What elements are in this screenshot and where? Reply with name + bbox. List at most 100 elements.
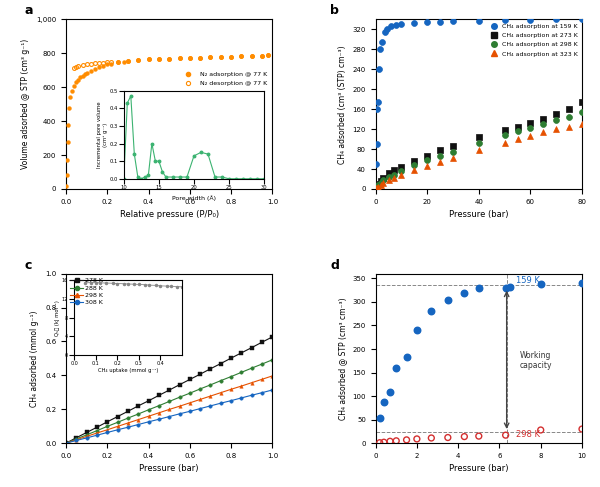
CH₄ adsorption at 298 K xyxy=(512,127,522,135)
CH₄ adsorption at 298 K xyxy=(565,113,574,121)
CH₄ adsorption at 298 K xyxy=(551,116,561,124)
308 K xyxy=(124,424,131,430)
CH₄ adsorption at 273 K xyxy=(512,123,522,131)
278 K xyxy=(186,376,193,382)
CH₄ adsorption at 298 K xyxy=(474,139,484,147)
CH₄ adsorption at 273 K xyxy=(384,169,394,177)
298 K xyxy=(145,413,152,419)
278 K xyxy=(259,339,266,345)
298 K xyxy=(134,417,142,423)
Point xyxy=(385,389,395,396)
CH₄ adsorption at 323 K xyxy=(373,184,382,192)
CH₄ adsorption at 159 K xyxy=(397,20,406,28)
Point xyxy=(412,435,422,443)
Point xyxy=(474,432,484,440)
Point xyxy=(505,283,515,291)
288 K xyxy=(248,365,256,371)
298 K xyxy=(73,437,80,443)
288 K xyxy=(227,374,235,379)
298 K xyxy=(124,420,131,426)
288 K xyxy=(186,390,193,396)
278 K xyxy=(134,403,142,409)
288 K xyxy=(197,386,204,392)
288 K xyxy=(217,378,224,384)
308 K xyxy=(104,430,111,435)
278 K xyxy=(62,440,70,446)
308 K xyxy=(155,416,163,422)
CH₄ adsorption at 298 K xyxy=(539,120,548,128)
Y-axis label: CH₄ adsorbed @ STP (cm³ cm⁻³): CH₄ adsorbed @ STP (cm³ cm⁻³) xyxy=(338,297,347,420)
Point xyxy=(474,284,484,292)
Point xyxy=(427,434,436,442)
298 K xyxy=(269,373,276,379)
CH₄ adsorption at 298 K xyxy=(410,161,419,169)
308 K xyxy=(176,411,183,417)
308 K xyxy=(83,435,90,441)
288 K xyxy=(155,403,163,409)
298 K xyxy=(62,440,70,446)
Text: a: a xyxy=(25,4,33,18)
Point xyxy=(379,438,389,446)
CH₄ adsorption at 273 K xyxy=(379,174,388,182)
CH₄ adsorption at 159 K xyxy=(373,98,383,106)
CH₄ adsorption at 273 K xyxy=(422,151,432,159)
Point xyxy=(391,437,401,445)
CH₄ adsorption at 159 K xyxy=(372,140,382,148)
CH₄ adsorption at 273 K xyxy=(577,98,587,106)
308 K xyxy=(217,400,224,406)
Point xyxy=(577,279,587,287)
CH₄ adsorption at 159 K xyxy=(371,160,381,168)
Y-axis label: Volume adsorbed @ STP (cm³ g⁻¹): Volume adsorbed @ STP (cm³ g⁻¹) xyxy=(22,39,31,169)
CH₄ adsorption at 159 K xyxy=(474,17,484,25)
298 K xyxy=(197,396,204,402)
Point xyxy=(443,433,452,441)
298 K xyxy=(114,424,121,430)
288 K xyxy=(145,407,152,412)
Point xyxy=(577,425,587,433)
Point xyxy=(391,364,401,372)
X-axis label: Pressure (bar): Pressure (bar) xyxy=(449,465,509,473)
Point xyxy=(536,280,545,288)
CH₄ adsorption at 298 K xyxy=(371,184,381,192)
278 K xyxy=(227,355,235,361)
CH₄ adsorption at 323 K xyxy=(371,185,381,192)
Legend: N₂ adsorption @ 77 K, N₂ desorption @ 77 K: N₂ adsorption @ 77 K, N₂ desorption @ 77… xyxy=(179,69,269,88)
Point xyxy=(536,426,545,434)
CH₄ adsorption at 159 K xyxy=(526,16,535,24)
278 K xyxy=(94,424,101,430)
CH₄ adsorption at 273 K xyxy=(373,180,383,188)
308 K xyxy=(238,395,245,401)
308 K xyxy=(248,393,256,398)
278 K xyxy=(207,366,214,372)
298 K xyxy=(186,400,193,406)
Line: 278 K: 278 K xyxy=(64,335,274,445)
Point xyxy=(402,353,412,361)
CH₄ adsorption at 159 K xyxy=(551,16,561,23)
278 K xyxy=(83,430,90,435)
Text: Working
capacity: Working capacity xyxy=(520,351,553,371)
CH₄ adsorption at 159 K xyxy=(422,19,432,26)
288 K xyxy=(104,424,111,430)
288 K xyxy=(83,432,90,438)
CH₄ adsorption at 159 K xyxy=(577,16,587,23)
Text: 159 K: 159 K xyxy=(516,276,540,285)
CH₄ adsorption at 323 K xyxy=(384,176,394,184)
298 K xyxy=(259,376,266,382)
298 K xyxy=(155,410,163,416)
308 K xyxy=(94,432,101,438)
CH₄ adsorption at 273 K xyxy=(410,157,419,165)
CH₄ adsorption at 273 K xyxy=(371,184,381,191)
CH₄ adsorption at 273 K xyxy=(565,105,574,113)
308 K xyxy=(207,403,214,409)
CH₄ adsorption at 273 K xyxy=(500,126,509,134)
288 K xyxy=(73,436,80,442)
Point xyxy=(501,284,511,292)
Text: 298 K: 298 K xyxy=(516,430,540,439)
CH₄ adsorption at 159 K xyxy=(436,18,445,26)
CH₄ adsorption at 159 K xyxy=(380,28,389,36)
Point xyxy=(375,439,385,447)
Point xyxy=(460,289,469,297)
CH₄ adsorption at 298 K xyxy=(448,148,458,155)
CH₄ adsorption at 273 K xyxy=(526,119,535,127)
298 K xyxy=(207,393,214,399)
